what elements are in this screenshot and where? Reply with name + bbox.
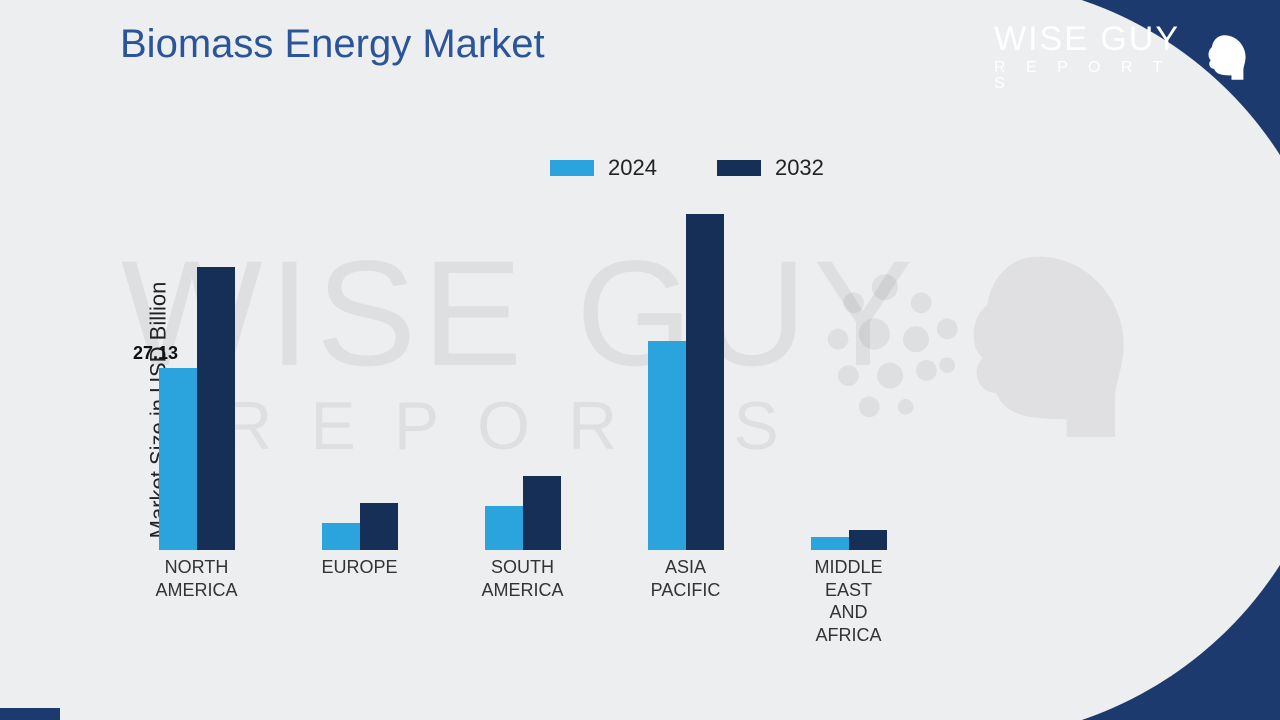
brand-head-icon: [1200, 29, 1254, 87]
category-label: EUROPE: [321, 556, 397, 579]
brand-logo: WISE GUY R E P O R T S: [994, 22, 1254, 93]
bar-2032: [523, 476, 561, 550]
bar-2032: [197, 267, 235, 550]
bar-value-label: 27.13: [133, 343, 178, 364]
bar-2024: [811, 537, 849, 550]
bars: [159, 267, 235, 550]
brand-line2: R E P O R T S: [994, 60, 1188, 94]
bar-2032: [360, 503, 398, 550]
chart-title: Biomass Energy Market: [120, 22, 545, 67]
bar-2024: [322, 523, 360, 550]
category-label: MIDDLE EAST AND AFRICA: [808, 556, 890, 646]
bar-2024: [648, 341, 686, 550]
bar-2024: [485, 506, 523, 550]
bar-2032: [686, 214, 724, 550]
bars: [322, 503, 398, 550]
bar-2032: [849, 530, 887, 550]
brand-line1: WISE GUY: [994, 22, 1188, 58]
category-label: NORTH AMERICA: [156, 556, 238, 601]
footer-accent-bar: [0, 708, 60, 720]
bars: [811, 530, 887, 550]
category-label: ASIA PACIFIC: [645, 556, 727, 601]
plot: 27.13NORTH AMERICAEUROPESOUTH AMERICAASI…: [115, 180, 930, 550]
bars: [648, 214, 724, 550]
bars: [485, 476, 561, 550]
chart-area: Market Size in USD Billion 27.13NORTH AM…: [60, 150, 940, 670]
bar-2024: [159, 368, 197, 551]
brand-panel: [960, 0, 1280, 720]
category-label: SOUTH AMERICA: [481, 556, 563, 601]
